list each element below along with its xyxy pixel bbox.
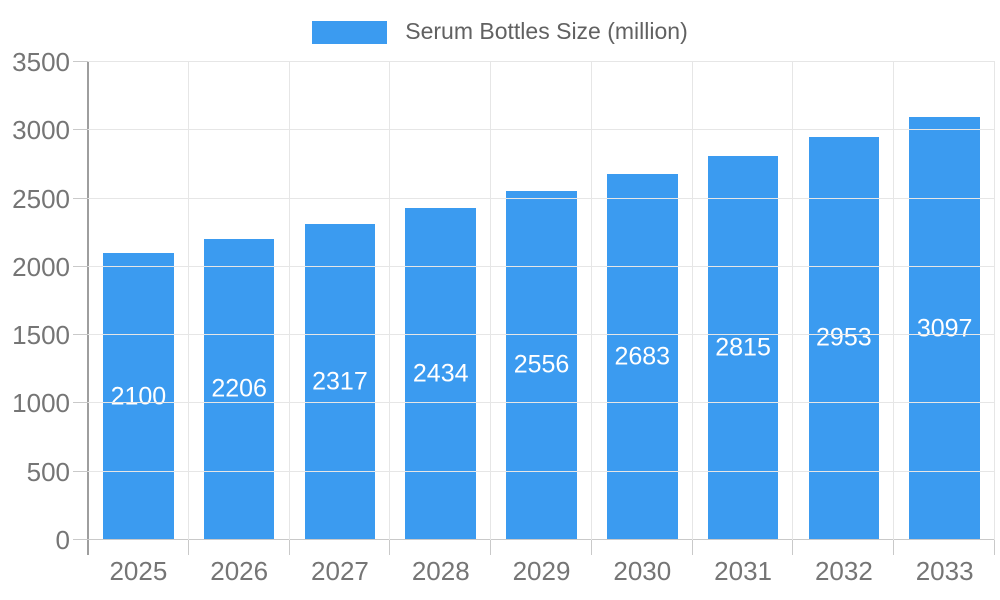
h-gridline — [88, 197, 995, 199]
y-axis-tick-label: 2000 — [12, 251, 70, 282]
v-gridline — [691, 62, 693, 540]
x-axis-tick-label: 2032 — [814, 556, 873, 586]
v-gridline — [590, 62, 592, 540]
x-axis-tick-label: 2026 — [210, 556, 269, 586]
y-axis-tick — [73, 334, 88, 336]
x-axis-tick — [187, 540, 189, 555]
x-axis-tick-label: 2030 — [613, 556, 672, 586]
x-axis-tick — [893, 540, 895, 555]
legend-swatch — [312, 21, 388, 44]
v-gridline — [187, 62, 189, 540]
y-axis-tick-label: 500 — [26, 456, 70, 487]
legend-item[interactable]: Serum Bottles Size (million) — [0, 20, 1000, 45]
bar-value-label: 2206 — [211, 374, 267, 403]
bar-slot: 2953 — [793, 62, 894, 540]
x-axis-tick-label: 2031 — [714, 556, 772, 586]
bar-value-label: 2953 — [816, 323, 872, 352]
y-axis-line — [87, 62, 89, 555]
x-axis-labels: 2025 2026 2027 2028 2029 2030 2031 2032 2033 — [88, 558, 995, 584]
v-gridline — [994, 62, 995, 540]
x-axis-tick — [389, 540, 391, 555]
h-gridline — [88, 470, 995, 472]
bar-slot: 2815 — [693, 62, 794, 540]
x-axis-tick — [288, 540, 290, 555]
bar-value-label: 2815 — [715, 333, 771, 362]
bar-value-label: 2556 — [513, 350, 570, 379]
bar-value-label: 2317 — [312, 367, 368, 396]
bar-2027: 2317 — [304, 223, 376, 540]
bar-2030: 2683 — [607, 173, 678, 540]
y-axis-tick — [73, 402, 88, 404]
bars-container: 2100 2206 2317 2434 2556 2683 2815 2953 3097 — [88, 62, 995, 540]
x-axis-tick — [994, 540, 995, 555]
y-axis-labels: 0 500 1000 1500 2000 2500 3000 3500 — [0, 49, 70, 553]
x-axis-tick-label: 2025 — [109, 556, 168, 586]
bar-value-label: 3097 — [916, 314, 973, 343]
y-axis-tick-label: 1500 — [12, 320, 70, 351]
bar-2029: 2556 — [506, 190, 577, 540]
h-gridline — [88, 61, 995, 62]
h-gridline — [88, 334, 995, 336]
y-axis-tick — [73, 470, 88, 472]
bar-2032: 2953 — [808, 136, 880, 540]
bar-2031: 2815 — [707, 155, 779, 540]
bar-slot: 3097 — [894, 62, 995, 540]
v-gridline — [893, 62, 895, 540]
y-axis-tick-label: 0 — [55, 525, 70, 555]
x-axis-tick-label: 2027 — [311, 556, 369, 586]
x-axis-tick — [792, 540, 794, 555]
bar-value-label: 2434 — [412, 359, 469, 388]
y-axis-tick-label: 2500 — [12, 183, 70, 214]
bar-slot: 2434 — [390, 62, 491, 540]
bar-2028: 2434 — [405, 207, 476, 540]
y-axis-tick-label: 3000 — [12, 115, 70, 146]
bar-2025: 2100 — [103, 253, 174, 540]
v-gridline — [792, 62, 794, 540]
x-axis-tick-label: 2029 — [512, 556, 571, 586]
y-axis-tick — [73, 197, 88, 199]
x-axis-tick — [590, 540, 592, 555]
h-gridline — [88, 129, 995, 131]
y-axis-tick — [73, 265, 88, 267]
x-axis-tick — [691, 540, 693, 555]
x-axis-tick — [490, 540, 492, 555]
h-gridline — [88, 402, 995, 404]
h-gridline — [88, 265, 995, 267]
y-axis-tick-label: 3500 — [12, 47, 70, 77]
x-axis-tick-label: 2033 — [915, 556, 974, 586]
bar-2026: 2206 — [203, 238, 275, 540]
bar-slot: 2100 — [88, 62, 189, 540]
legend-label: Serum Bottles Size (million) — [405, 18, 688, 44]
v-gridline — [490, 62, 492, 540]
bar-2033: 3097 — [909, 117, 980, 540]
y-axis-tick — [73, 61, 88, 62]
bar-slot: 2206 — [189, 62, 290, 540]
bar-value-label: 2100 — [110, 382, 167, 411]
bar-slot: 2556 — [491, 62, 592, 540]
bar-value-label: 2683 — [614, 342, 671, 371]
bar-slot: 2683 — [592, 62, 693, 540]
h-gridline — [88, 539, 995, 540]
y-axis-tick-label: 1000 — [12, 388, 70, 419]
v-gridline — [288, 62, 290, 540]
y-axis-tick — [73, 539, 88, 540]
bar-slot: 2317 — [290, 62, 391, 540]
v-gridline — [389, 62, 391, 540]
plot-area: 2100 2206 2317 2434 2556 2683 2815 2953 3097 — [73, 61, 995, 555]
x-axis-tick-label: 2028 — [411, 556, 470, 586]
y-axis-tick — [73, 129, 88, 131]
